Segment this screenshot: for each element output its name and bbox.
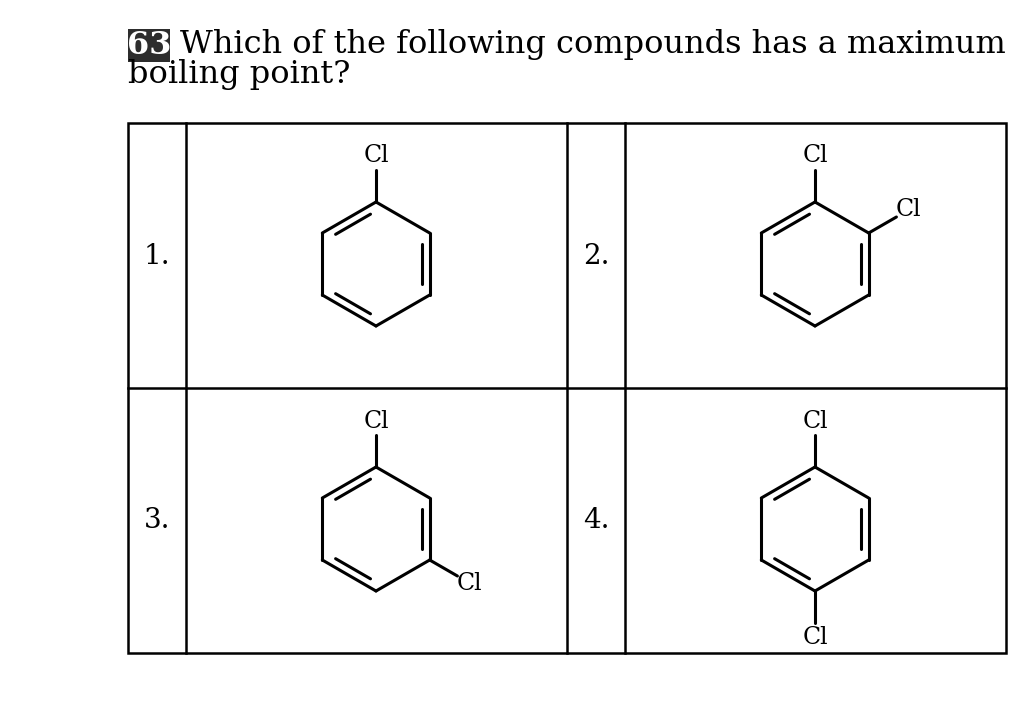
Text: Cl: Cl <box>802 409 827 433</box>
Text: Cl: Cl <box>802 625 827 649</box>
Bar <box>128 123 1006 653</box>
Text: 63: 63 <box>127 30 171 60</box>
Text: 1.: 1. <box>143 243 170 270</box>
Text: 3.: 3. <box>143 508 170 535</box>
Text: Cl: Cl <box>802 144 827 168</box>
Text: Cl: Cl <box>457 571 482 595</box>
Text: boiling point?: boiling point? <box>128 59 350 91</box>
Text: Cl: Cl <box>364 409 389 433</box>
Text: Cl: Cl <box>364 144 389 168</box>
Text: 4.: 4. <box>583 508 609 535</box>
Text: 2.: 2. <box>583 243 609 270</box>
Text: Cl: Cl <box>896 198 922 222</box>
Bar <box>128 28 170 62</box>
Text: Which of the following compounds has a maximum: Which of the following compounds has a m… <box>180 30 1006 60</box>
